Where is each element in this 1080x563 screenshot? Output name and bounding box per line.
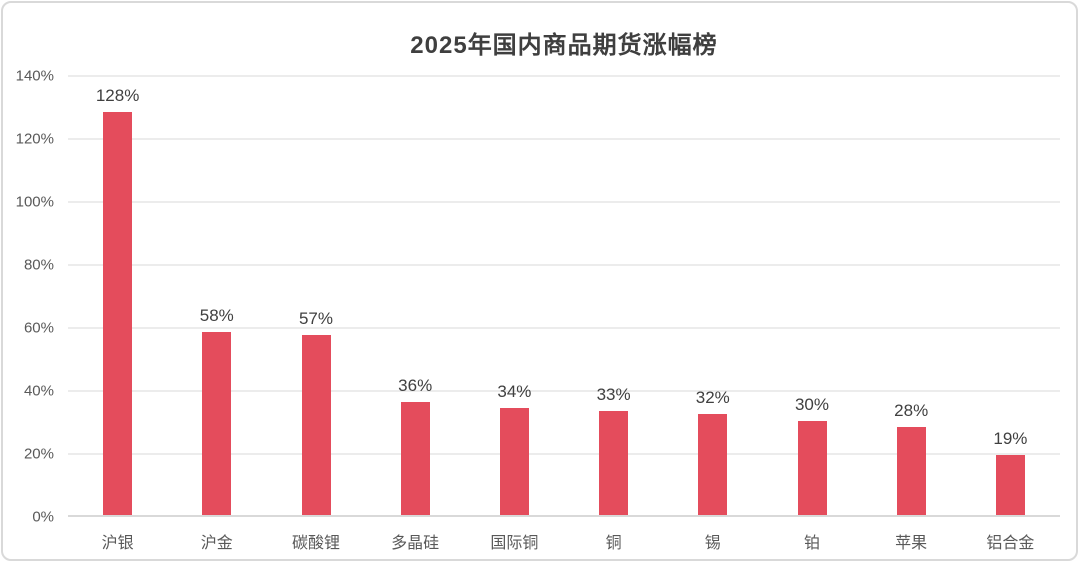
bar-国际铜 (499, 407, 529, 515)
gridline-80 (68, 264, 1060, 266)
gridline-60 (68, 327, 1060, 329)
y-tick-label-120: 120% (15, 130, 54, 148)
value-label-铂: 30% (794, 394, 829, 414)
x-tick-label-碳酸锂: 碳酸锂 (291, 535, 340, 552)
x-axis-line (68, 515, 1060, 517)
x-tick-label-锡: 锡 (704, 535, 721, 552)
gridline-120 (68, 138, 1060, 140)
x-tick-label-沪金: 沪金 (200, 535, 233, 552)
x-tick-label-国际铜: 国际铜 (490, 535, 539, 552)
bar-沪金 (202, 332, 232, 515)
value-label-苹果: 28% (894, 400, 929, 420)
x-tick-label-多晶硅: 多晶硅 (391, 535, 440, 552)
bar-铜 (599, 411, 629, 515)
x-tick-label-苹果: 苹果 (895, 535, 928, 552)
value-label-锡: 32% (695, 388, 730, 408)
bar-碳酸锂 (301, 335, 331, 515)
y-tick-label-100: 100% (15, 193, 54, 211)
bar-沪银 (103, 111, 133, 515)
x-tick-label-沪银: 沪银 (101, 535, 134, 552)
value-label-沪金: 58% (199, 306, 234, 326)
gridline-40 (68, 390, 1060, 392)
y-tick-label-20: 20% (23, 445, 54, 463)
x-tick-label-铂: 铂 (803, 535, 820, 552)
chart-title: 2025年国内商品期货涨幅榜 (410, 32, 718, 59)
x-tick-label-铜: 铜 (605, 535, 622, 552)
value-label-碳酸锂: 57% (298, 309, 333, 329)
bar-锡 (698, 414, 728, 515)
y-tick-label-140: 140% (15, 67, 54, 85)
value-label-铝合金: 19% (993, 429, 1028, 449)
value-label-多晶硅: 36% (398, 375, 433, 395)
bar-多晶硅 (400, 401, 430, 515)
y-tick-label-40: 40% (23, 382, 54, 400)
gridline-140 (68, 75, 1060, 77)
y-tick-label-80: 80% (23, 256, 54, 274)
bar-苹果 (896, 426, 926, 515)
gridline-100 (68, 201, 1060, 203)
value-label-铜: 33% (596, 385, 631, 405)
value-label-国际铜: 34% (497, 381, 532, 401)
value-label-沪银: 128% (95, 85, 140, 105)
bar-铝合金 (995, 455, 1025, 515)
y-tick-label-60: 60% (23, 319, 54, 337)
y-tick-label-0: 0% (32, 508, 54, 526)
plot-area: 128% 58% 57% 36% 34% 33% 32% 30% 28% 19% (68, 75, 1060, 517)
gridline-20 (68, 453, 1060, 455)
bar-铂 (797, 420, 827, 515)
x-tick-label-铝合金: 铝合金 (986, 535, 1035, 552)
